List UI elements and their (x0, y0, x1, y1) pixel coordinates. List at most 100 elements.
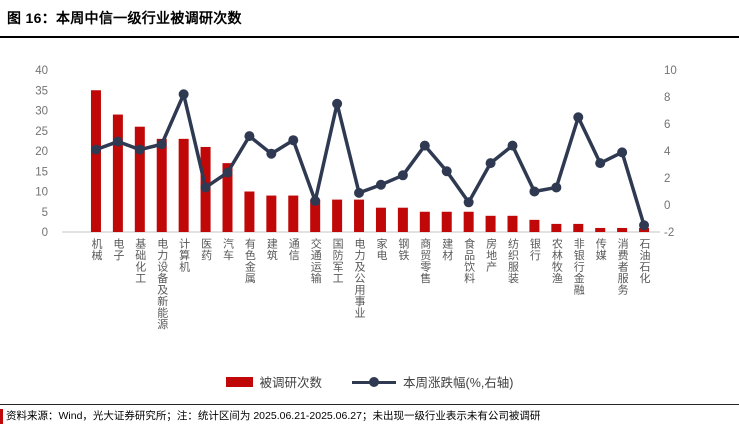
x-axis-label: 医药 (199, 238, 212, 261)
line-point (595, 158, 606, 169)
x-axis-label: 家电 (374, 238, 387, 261)
bar (463, 211, 474, 232)
x-axis-label: 房地产 (484, 238, 497, 273)
line-point (222, 167, 233, 178)
left-axis-tick: 25 (35, 126, 48, 138)
x-axis-label: 商贸零售 (418, 238, 431, 284)
bar (375, 207, 386, 232)
line-point (266, 148, 277, 159)
line-point (288, 135, 299, 146)
bar (266, 195, 277, 232)
bar (134, 126, 145, 232)
line-point (485, 158, 496, 169)
bar (112, 114, 123, 232)
bar (310, 199, 321, 232)
line-point (507, 140, 518, 151)
line-point (156, 139, 167, 150)
x-axis-label: 基础化工 (133, 238, 146, 284)
bar-series-swatch (225, 376, 253, 387)
line-point (90, 144, 101, 155)
line-point (463, 197, 474, 208)
right-axis-tick: 2 (664, 173, 670, 185)
line-point (375, 179, 386, 190)
line-point (200, 182, 211, 193)
bar (441, 211, 452, 232)
source-note-text: 资料来源：Wind，光大证券研究所；注：统计区间为 2025.06.21-202… (6, 410, 541, 422)
right-axis-tick: -2 (664, 227, 674, 238)
bar (595, 227, 606, 232)
left-axis-tick: 15 (35, 166, 48, 178)
bar (485, 215, 496, 232)
x-axis-label: 非银行金融 (572, 238, 585, 296)
bar (90, 90, 101, 232)
left-axis-tick: 0 (42, 227, 48, 238)
x-axis-label: 电力及公用事业 (353, 238, 366, 319)
line-point (112, 136, 123, 147)
line-point (134, 144, 145, 155)
legend-item-bar-series: 被调研次数 (225, 372, 323, 391)
x-axis-label: 国防军工 (331, 238, 344, 284)
bar (156, 138, 167, 232)
x-axis-label: 有色金属 (243, 238, 256, 284)
left-axis-tick: 20 (35, 146, 48, 158)
line-swatch-dot (369, 376, 380, 387)
x-axis-label: 电子 (111, 238, 124, 261)
bar (244, 191, 255, 232)
line-point (178, 89, 189, 100)
x-axis-label: 电力设备及新能源 (155, 238, 168, 330)
chart-title: 图 16：本周中信一级行业被调研次数 (7, 10, 242, 26)
footer-accent-bar (0, 409, 3, 424)
right-axis-tick: 4 (664, 146, 671, 158)
line-point (441, 166, 452, 177)
bar-series-label: 被调研次数 (259, 376, 323, 390)
footer-divider (0, 404, 739, 405)
right-axis-tick: 0 (664, 200, 670, 212)
line-point (354, 187, 365, 198)
x-axis-labels: 机械 电子 基础化工 电力设备及新能源 计算机 医药 汽车 有色金属 建筑 通信 交通运输 国防军工电… (0, 238, 739, 364)
line-point (573, 112, 584, 123)
right-axis-tick: 8 (664, 92, 670, 104)
x-axis-label: 钢铁 (396, 238, 409, 261)
left-axis-tick: 10 (35, 187, 48, 199)
line-point (419, 140, 430, 151)
legend-item-line-series: 本周涨跌幅(%,右轴) (352, 372, 513, 391)
x-axis-label: 传媒 (594, 238, 607, 261)
line-series-swatch (352, 376, 397, 387)
line-point (332, 98, 343, 109)
right-axis-tick: 10 (664, 65, 677, 77)
x-axis-label: 石油石化 (638, 238, 651, 284)
x-axis-label: 计算机 (177, 238, 190, 273)
bar (507, 215, 518, 232)
x-axis-label: 食品饮料 (462, 238, 475, 284)
x-axis-label: 交通运输 (309, 238, 322, 284)
x-axis-label: 消费者服务 (616, 238, 629, 296)
x-axis-label: 机械 (89, 238, 102, 261)
line-point (529, 186, 540, 197)
bar (332, 199, 343, 232)
bar (419, 211, 430, 232)
bar (354, 199, 365, 232)
left-axis-tick: 30 (35, 106, 48, 118)
bar (178, 138, 189, 232)
x-axis-label: 农林牧渔 (550, 238, 563, 284)
x-axis-label: 建材 (440, 238, 453, 261)
x-axis-label: 纺织服装 (506, 238, 519, 284)
x-axis-label: 汽车 (221, 238, 234, 261)
title-divider (0, 36, 739, 38)
line-point (397, 170, 408, 181)
chart-legend: 被调研次数 本周涨跌幅(%,右轴) (0, 372, 739, 391)
left-axis-tick: 5 (42, 207, 48, 219)
line-point (617, 147, 628, 158)
line-point (244, 131, 255, 142)
left-axis-tick: 40 (35, 65, 48, 77)
line-point (551, 182, 562, 193)
bar (288, 195, 299, 232)
x-axis-label: 建筑 (265, 238, 278, 261)
source-note: 资料来源：Wind，光大证券研究所；注：统计区间为 2025.06.21-202… (0, 409, 739, 424)
line-point (639, 220, 650, 231)
line-point (310, 195, 321, 206)
bar (397, 207, 408, 232)
line-series-label: 本周涨跌幅(%,右轴) (403, 376, 514, 390)
